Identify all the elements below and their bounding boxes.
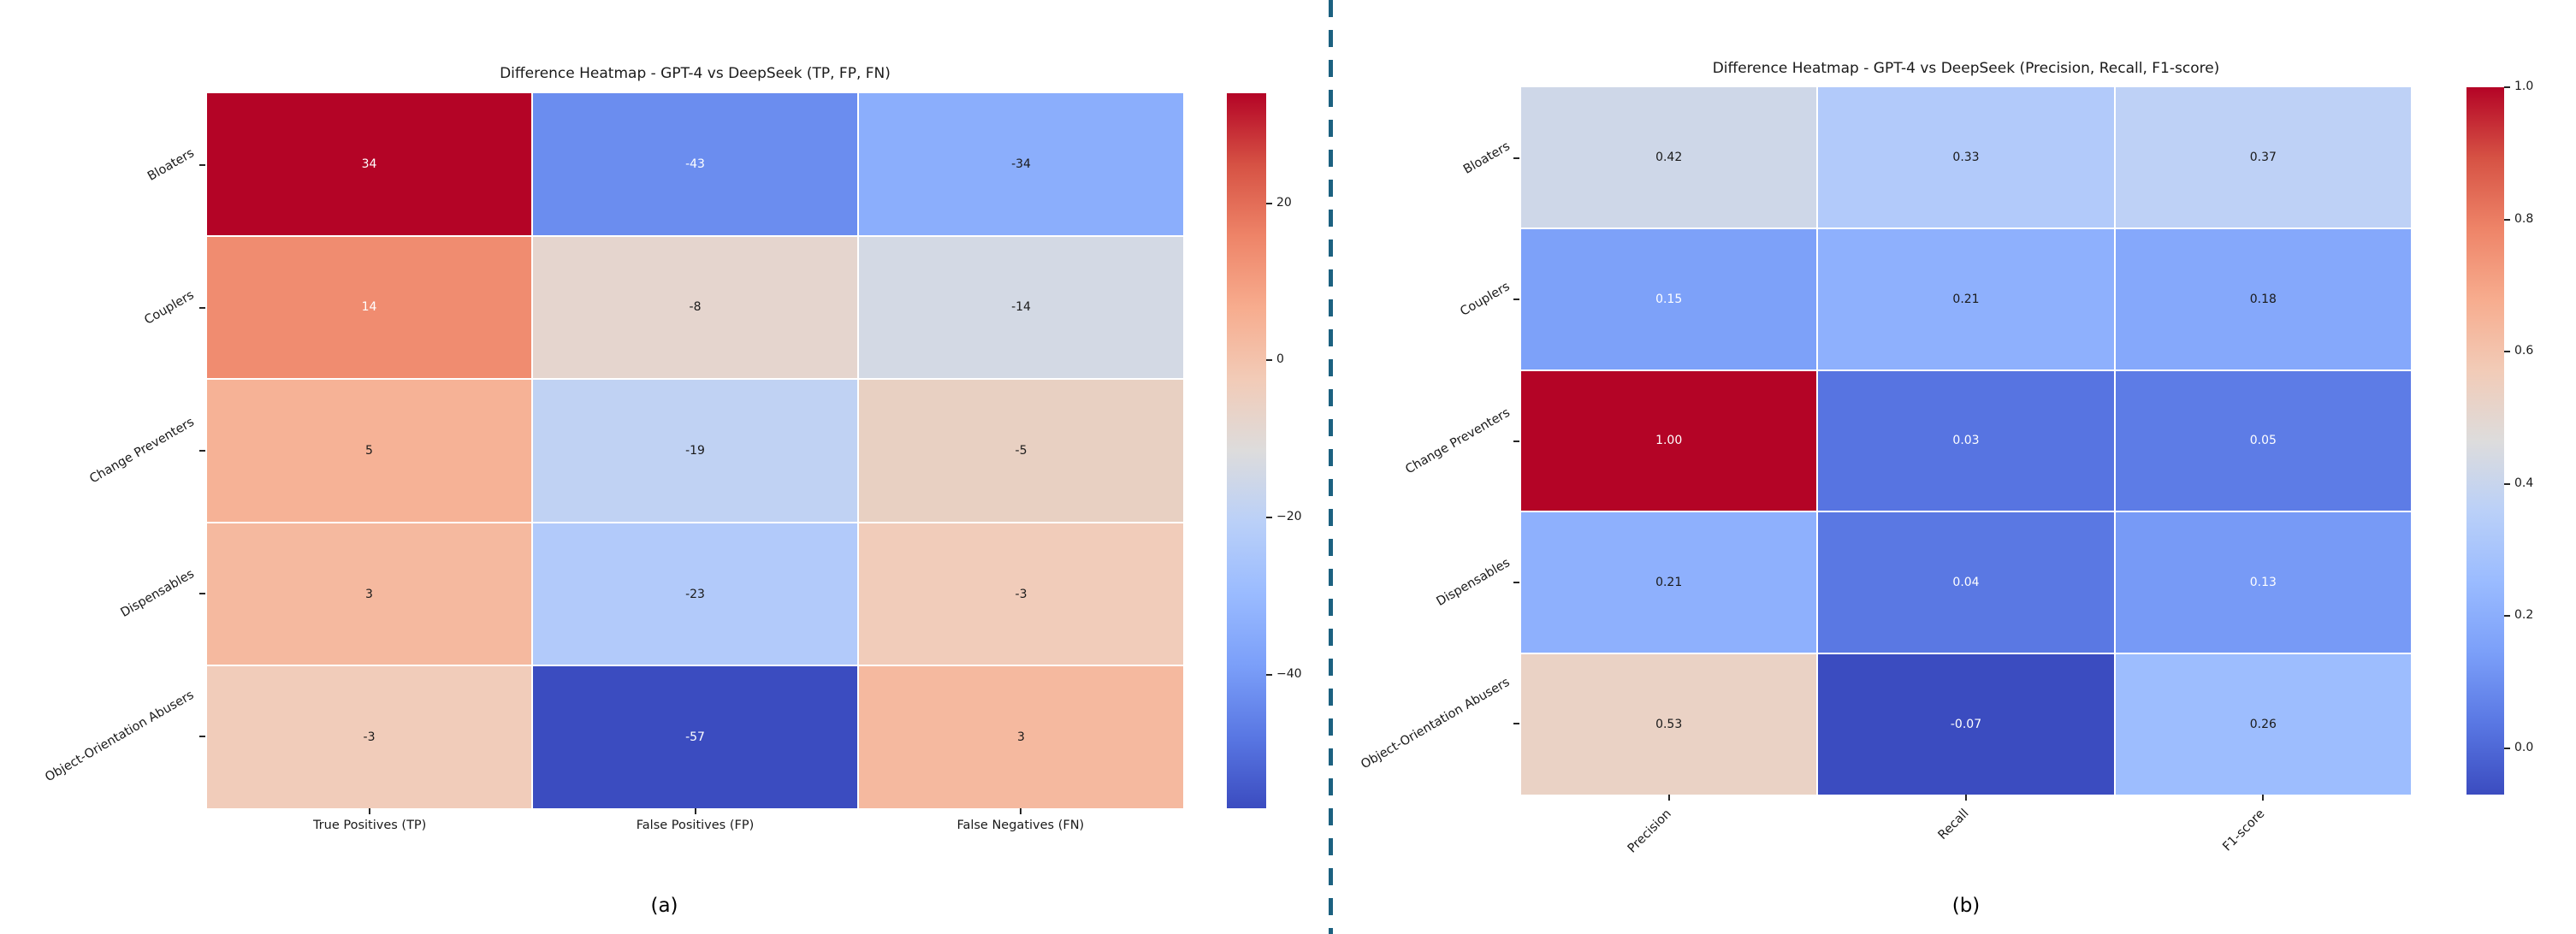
heatmap-cell: -3 — [207, 666, 531, 808]
panel-b-colorbar: 1.0 0.8 0.6 0.4 0.2 0.0 — [2466, 80, 2533, 795]
heatmap-cell: 0.05 — [2115, 370, 2411, 511]
panel-b-caption: (b) — [1951, 895, 1981, 917]
heatmap-cell: 14 — [207, 236, 531, 379]
colorbar-tick-label: 20 — [1276, 195, 1292, 210]
col-label: True Positives (TP) — [312, 819, 427, 832]
panel-a-heatmap: 34 -43 -34 14 -8 -14 5 -19 -5 3 -23 -3 -3 -57 3 — [207, 93, 1183, 808]
colorbar-tick — [1266, 359, 1272, 362]
heatmap-cell: -57 — [533, 666, 857, 808]
heatmap-cell: 3 — [859, 666, 1183, 808]
colorbar-gradient — [1227, 93, 1266, 808]
colorbar-tick — [2504, 218, 2510, 221]
colorbar-tick — [1266, 673, 1272, 676]
row-label: Dispensables — [1434, 555, 1513, 609]
x-axis-tick — [694, 808, 696, 814]
colorbar-tick — [2504, 615, 2510, 618]
heatmap-cell: 0.37 — [2115, 87, 2411, 228]
colorbar-tick-label: 0.6 — [2514, 344, 2534, 358]
col-label: Recall — [1935, 806, 1972, 842]
colorbar-tick-label: 0.2 — [2514, 608, 2534, 623]
colorbar-tick-label: −20 — [1276, 510, 1302, 524]
y-axis-tick — [199, 163, 205, 166]
panel-a-caption: (a) — [650, 895, 678, 917]
heatmap-cell: 0.21 — [1818, 228, 2114, 369]
row-label: Object-Orientation Abusers — [43, 689, 197, 785]
colorbar-tick — [2504, 482, 2510, 485]
heatmap-cell: -0.07 — [1818, 654, 2114, 795]
heatmap-cell: -5 — [859, 380, 1183, 522]
heatmap-cell: 0.03 — [1818, 370, 2114, 511]
heatmap-cell: -34 — [859, 93, 1183, 235]
col-label: Precision — [1626, 807, 1675, 856]
heatmap-cell: -3 — [859, 523, 1183, 665]
row-label: Dispensables — [118, 567, 198, 621]
panel-a-title: Difference Heatmap - GPT-4 vs DeepSeek (… — [500, 65, 891, 82]
colorbar-tick-label: 0.0 — [2514, 740, 2534, 754]
heatmap-cell: -43 — [533, 93, 857, 235]
row-label: Couplers — [142, 287, 197, 328]
colorbar-tick — [2504, 86, 2510, 88]
col-label: False Positives (FP) — [636, 819, 755, 832]
heatmap-cell: 0.15 — [1521, 228, 1817, 369]
colorbar-gradient — [2466, 87, 2504, 795]
col-label: False Negatives (FN) — [956, 819, 1085, 832]
heatmap-cell: 0.42 — [1521, 87, 1817, 228]
heatmap-cell: 0.21 — [1521, 512, 1817, 653]
x-axis-tick — [369, 808, 371, 814]
y-axis-tick — [1513, 299, 1519, 301]
panel-a: Difference Heatmap - GPT-4 vs DeepSeek (… — [43, 65, 1302, 917]
y-axis-tick — [1513, 581, 1519, 583]
row-label: Bloaters — [145, 145, 197, 184]
row-label: Bloaters — [1461, 139, 1513, 177]
heatmap-cell: 3 — [207, 523, 531, 665]
colorbar-tick — [2504, 351, 2510, 353]
colorbar-tick-label: −40 — [1276, 666, 1302, 681]
heatmap-cell: 0.13 — [2115, 512, 2411, 653]
heatmap-cell: -19 — [533, 380, 857, 522]
colorbar-tick-label: 0.4 — [2514, 476, 2534, 490]
colorbar-tick — [2504, 747, 2510, 749]
y-axis-tick — [1513, 723, 1519, 725]
colorbar-tick-label: 1.0 — [2514, 80, 2534, 93]
row-label: Object-Orientation Abusers — [1359, 675, 1513, 772]
panel-b: Difference Heatmap - GPT-4 vs DeepSeek (… — [1333, 0, 2576, 934]
colorbar-tick-label: 0.8 — [2514, 211, 2534, 226]
heatmap-cell: -23 — [533, 523, 857, 665]
heatmap-cell: 1.00 — [1521, 370, 1817, 511]
heatmap-cell: 0.26 — [2115, 654, 2411, 795]
y-axis-tick — [199, 306, 205, 309]
colorbar-tick-label: 0 — [1276, 352, 1284, 367]
row-label: Couplers — [1458, 280, 1513, 319]
heatmap-cell: 0.04 — [1818, 512, 2114, 653]
panel-divider — [1329, 0, 1333, 934]
row-label: Change Preventers — [1403, 405, 1513, 476]
x-axis-tick — [1019, 808, 1022, 814]
col-label: F1-score — [2220, 807, 2268, 854]
x-axis-tick — [1668, 795, 1671, 801]
heatmap-cell: -14 — [859, 236, 1183, 379]
panel-a-colorbar: 20 0 −20 −40 — [1227, 93, 1302, 808]
y-axis-tick — [199, 593, 205, 595]
heatmap-cell: 0.33 — [1818, 87, 2114, 228]
y-axis-tick — [199, 736, 205, 738]
y-axis-tick — [1513, 157, 1519, 159]
heatmap-cell: -8 — [533, 236, 857, 379]
row-label: Change Preventers — [87, 415, 197, 487]
heatmap-cell: 5 — [207, 380, 531, 522]
y-axis-tick — [1513, 440, 1519, 442]
colorbar-tick — [1266, 202, 1272, 204]
panel-b-title: Difference Heatmap - GPT-4 vs DeepSeek (… — [1712, 60, 2220, 77]
heatmap-cell: 34 — [207, 93, 531, 235]
heatmap-cell: 0.18 — [2115, 228, 2411, 369]
panel-b-heatmap: 0.42 0.33 0.37 0.15 0.21 0.18 1.00 0.03 0.05 0.21… — [1521, 87, 2411, 795]
heatmap-cell: 0.53 — [1521, 654, 1817, 795]
colorbar-tick — [1266, 517, 1272, 519]
x-axis-tick — [2261, 795, 2264, 801]
x-axis-tick — [1965, 795, 1967, 801]
y-axis-tick — [199, 450, 205, 452]
